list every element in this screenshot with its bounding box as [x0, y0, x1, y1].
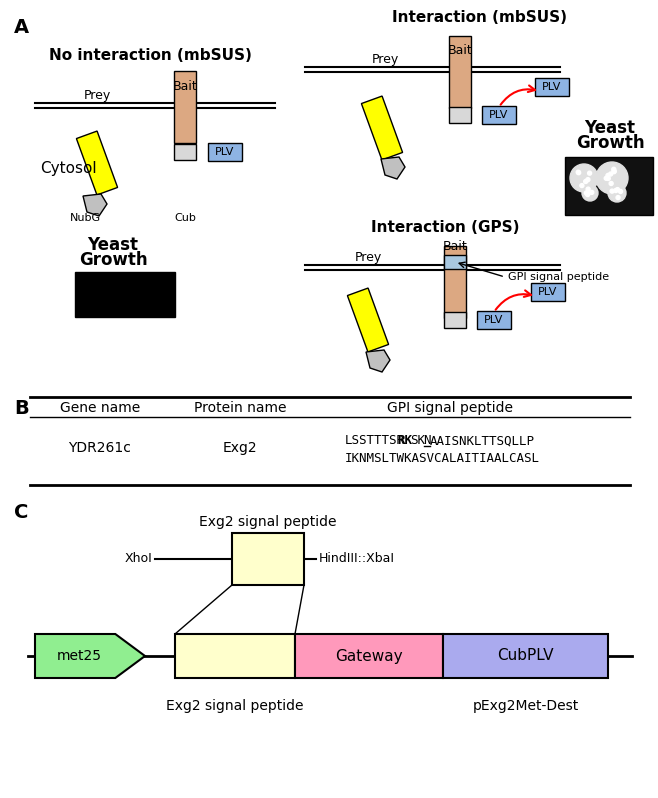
Circle shape: [586, 192, 590, 196]
Polygon shape: [174, 71, 196, 143]
Polygon shape: [76, 131, 118, 195]
Text: B: B: [14, 399, 29, 418]
Text: XhoI: XhoI: [124, 552, 152, 566]
Circle shape: [606, 173, 610, 177]
Circle shape: [610, 189, 614, 193]
Text: CubPLV: CubPLV: [497, 649, 554, 663]
Text: IKNMSLTWKASVCALAITIAALCASL: IKNMSLTWKASVCALAITIAALCASL: [345, 452, 540, 464]
Text: PLV: PLV: [538, 287, 558, 297]
Circle shape: [619, 189, 622, 193]
Polygon shape: [361, 96, 403, 160]
Circle shape: [588, 171, 592, 176]
Circle shape: [584, 191, 588, 195]
Circle shape: [590, 191, 594, 195]
Text: Cub: Cub: [174, 213, 196, 223]
Bar: [75, 272, 175, 317]
Bar: [175, 634, 295, 678]
Text: Growth: Growth: [576, 134, 644, 152]
Bar: [295, 634, 443, 678]
Polygon shape: [35, 634, 145, 678]
Bar: [208, 143, 242, 161]
Circle shape: [612, 168, 616, 172]
Circle shape: [609, 181, 613, 185]
Circle shape: [570, 164, 598, 192]
Bar: [444, 312, 466, 328]
Text: met25: met25: [57, 649, 101, 663]
Text: GPI signal peptide: GPI signal peptide: [508, 272, 609, 282]
Text: A: A: [14, 18, 29, 37]
Text: Protein name: Protein name: [193, 401, 286, 415]
Circle shape: [586, 188, 590, 192]
Circle shape: [616, 196, 620, 200]
Text: AAISNKLTTSQLLP: AAISNKLTTSQLLP: [430, 434, 535, 448]
Text: SK: SK: [411, 434, 426, 448]
Text: NubG: NubG: [70, 213, 101, 223]
Text: Gateway: Gateway: [335, 649, 403, 663]
Text: YDR261c: YDR261c: [68, 441, 132, 455]
Bar: [449, 107, 471, 123]
Text: PLV: PLV: [215, 147, 235, 157]
Circle shape: [576, 171, 580, 175]
Text: Yeast: Yeast: [584, 119, 636, 137]
FancyArrowPatch shape: [501, 85, 535, 105]
Circle shape: [614, 188, 618, 192]
Polygon shape: [83, 194, 107, 216]
Bar: [531, 283, 565, 301]
Text: Exg2 signal peptide: Exg2 signal peptide: [199, 515, 337, 529]
Circle shape: [582, 185, 598, 201]
Text: RK: RK: [397, 434, 413, 448]
Polygon shape: [444, 246, 466, 318]
Circle shape: [596, 162, 628, 194]
FancyArrowPatch shape: [495, 290, 531, 310]
Text: C: C: [14, 503, 28, 522]
Bar: [482, 106, 516, 124]
Circle shape: [612, 169, 616, 173]
Text: pExg2Met-Dest: pExg2Met-Dest: [472, 699, 578, 713]
Circle shape: [580, 184, 584, 188]
Text: N: N: [424, 434, 431, 448]
Bar: [477, 311, 511, 329]
Text: Exg2 signal peptide: Exg2 signal peptide: [166, 699, 304, 713]
Bar: [535, 78, 569, 96]
Circle shape: [612, 170, 616, 174]
Circle shape: [576, 170, 580, 174]
Bar: [174, 144, 196, 160]
Text: Yeast: Yeast: [88, 236, 138, 254]
Polygon shape: [449, 36, 471, 108]
Text: Interaction (mbSUS): Interaction (mbSUS): [393, 10, 567, 26]
Text: Exg2: Exg2: [222, 441, 257, 455]
Circle shape: [606, 176, 610, 180]
Text: Prey: Prey: [371, 53, 399, 65]
Text: Bait: Bait: [443, 240, 467, 254]
Circle shape: [584, 180, 588, 184]
Text: Interaction (GPS): Interaction (GPS): [370, 220, 519, 235]
Circle shape: [586, 192, 590, 196]
Text: Prey: Prey: [355, 251, 382, 263]
Text: Prey: Prey: [84, 89, 111, 101]
Text: Growth: Growth: [79, 251, 147, 269]
Text: Gene name: Gene name: [60, 401, 140, 415]
Bar: [232, 533, 304, 585]
Text: PLV: PLV: [542, 82, 562, 92]
Circle shape: [586, 178, 590, 182]
Circle shape: [604, 176, 608, 180]
Circle shape: [609, 172, 613, 176]
Text: PLV: PLV: [484, 315, 503, 325]
Bar: [565, 157, 653, 215]
Polygon shape: [347, 288, 389, 352]
Text: PLV: PLV: [490, 110, 509, 120]
Bar: [444, 255, 466, 269]
Text: Bait: Bait: [172, 81, 197, 93]
Text: GPI signal peptide: GPI signal peptide: [387, 401, 513, 415]
Text: Bait: Bait: [447, 44, 472, 57]
Polygon shape: [366, 350, 390, 372]
Bar: [443, 634, 608, 678]
Text: LSSTTTSR: LSSTTTSR: [345, 434, 405, 448]
Circle shape: [608, 184, 626, 202]
Circle shape: [615, 188, 619, 192]
Text: No interaction (mbSUS): No interaction (mbSUS): [49, 48, 251, 62]
Polygon shape: [381, 157, 405, 179]
Text: HindIII::XbaI: HindIII::XbaI: [319, 552, 395, 566]
Text: Cytosol: Cytosol: [39, 160, 96, 176]
